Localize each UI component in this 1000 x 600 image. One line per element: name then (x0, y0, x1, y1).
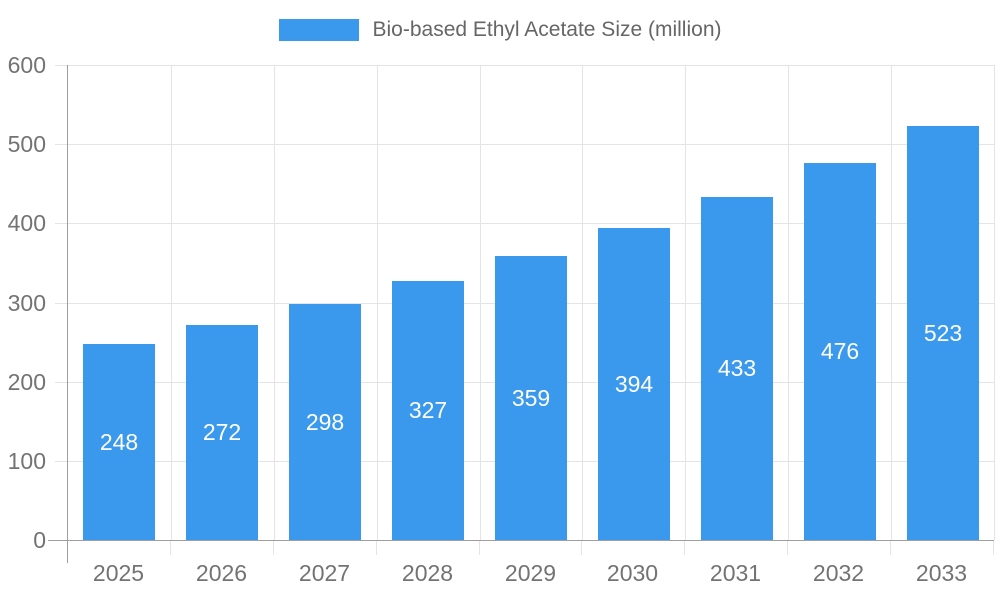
x-tick-mark (273, 541, 274, 555)
y-tick-mark (55, 381, 67, 383)
y-tick-mark (55, 223, 67, 225)
x-tick-mark (376, 541, 377, 555)
x-tick-label: 2030 (606, 560, 659, 586)
bar-value-label: 248 (99, 428, 139, 455)
h-gridline (68, 223, 994, 225)
bar-2031[interactable]: 433 (701, 197, 773, 540)
v-gridline (377, 65, 378, 540)
bar-2029[interactable]: 359 (495, 256, 567, 540)
x-tick-mark (67, 541, 68, 563)
legend-swatch-icon (278, 19, 359, 41)
x-tick-label: 2025 (92, 560, 145, 586)
y-tick-mark (55, 460, 67, 462)
x-tick-label: 2032 (812, 560, 865, 586)
y-tick-label: 400 (7, 210, 46, 237)
y-tick-label: 300 (7, 289, 46, 316)
v-gridline (171, 65, 172, 540)
x-tick-mark (890, 541, 891, 555)
v-gridline (788, 65, 789, 540)
v-gridline (480, 65, 481, 540)
bar-value-label: 476 (820, 338, 860, 364)
bar-value-label: 327 (408, 397, 448, 423)
y-tick-mark (48, 540, 67, 541)
plot-area: 248 272 298 327 359 394 433 476 523 (67, 65, 995, 541)
legend-label: Bio-based Ethyl Acetate Size (million) (372, 18, 722, 41)
v-gridline (891, 65, 892, 540)
y-tick-label: 600 (7, 52, 46, 78)
v-gridline (685, 65, 686, 540)
y-tick-label: 500 (7, 131, 46, 158)
bar-value-label: 359 (511, 384, 551, 411)
bar-value-label: 298 (305, 408, 345, 435)
bar-2032[interactable]: 476 (804, 163, 876, 540)
h-gridline (68, 144, 994, 146)
x-tick-label: 2033 (915, 560, 968, 586)
bar-2033[interactable]: 523 (907, 126, 979, 540)
x-tick-mark (993, 541, 994, 555)
v-gridline (994, 65, 995, 540)
v-gridline (582, 65, 583, 540)
y-tick-mark (55, 144, 67, 146)
x-tick-mark (170, 541, 171, 555)
x-tick-mark (787, 541, 788, 555)
x-tick-label: 2031 (709, 560, 762, 586)
h-gridline (68, 65, 994, 66)
x-tick-mark (684, 541, 685, 555)
x-tick-label: 2029 (504, 560, 557, 586)
y-tick-label: 100 (7, 447, 46, 474)
bar-2026[interactable]: 272 (186, 325, 258, 540)
bar-2027[interactable]: 298 (289, 304, 361, 540)
v-gridline (274, 65, 275, 540)
bar-2025[interactable]: 248 (83, 344, 155, 540)
legend-item[interactable]: Bio-based Ethyl Acetate Size (million) (0, 18, 1000, 42)
x-tick-label: 2028 (401, 560, 454, 586)
bar-value-label: 523 (923, 319, 963, 346)
bar-2028[interactable]: 327 (392, 281, 464, 540)
y-tick-label: 200 (7, 368, 46, 395)
bar-value-label: 272 (202, 419, 242, 445)
bar-value-label: 433 (717, 355, 757, 381)
y-tick-mark (55, 302, 67, 304)
y-tick-mark (55, 65, 67, 66)
x-tick-mark (581, 541, 582, 555)
y-tick-label: 0 (33, 527, 46, 553)
bar-2030[interactable]: 394 (598, 228, 670, 540)
x-tick-label: 2027 (298, 560, 351, 586)
x-tick-mark (479, 541, 480, 555)
bar-value-label: 394 (614, 370, 654, 397)
x-tick-label: 2026 (195, 560, 248, 586)
